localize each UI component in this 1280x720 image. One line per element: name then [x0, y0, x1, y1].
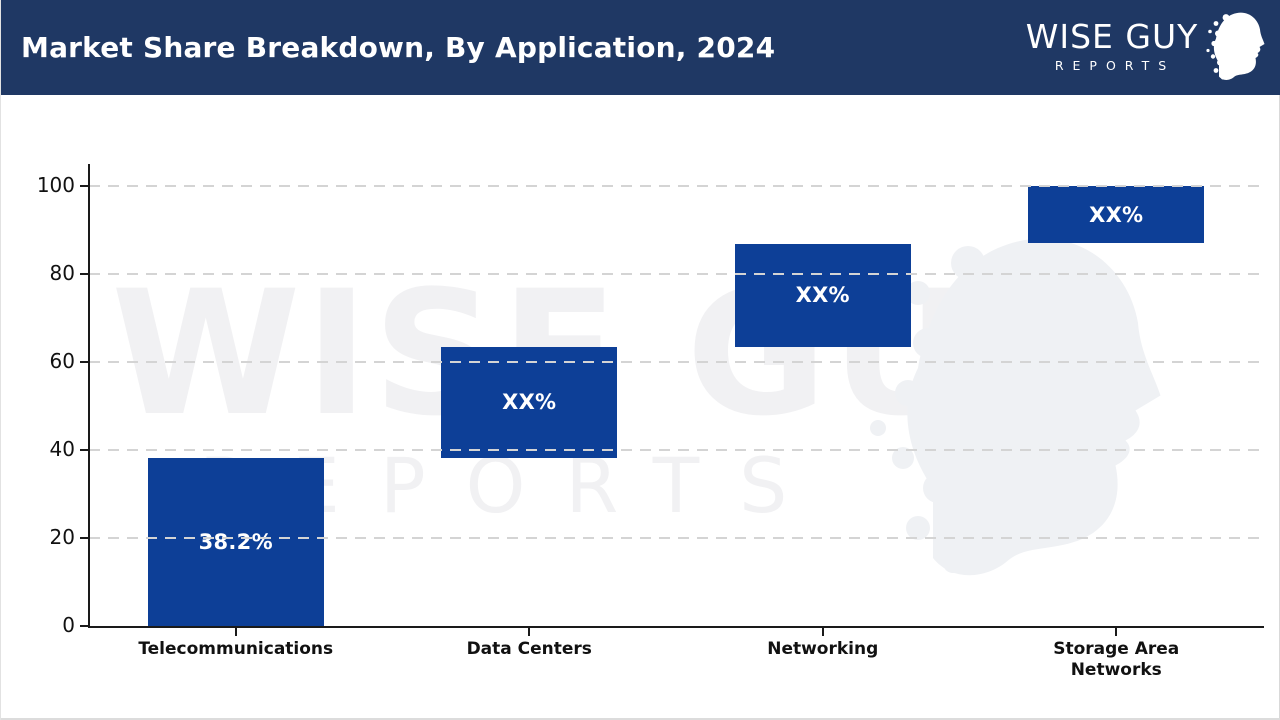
gridline-80 — [89, 273, 1263, 275]
brand-logo-text: WISE GUY REPORTS — [1017, 17, 1207, 73]
x-tick-mark — [821, 628, 824, 636]
x-tick-mark — [1115, 628, 1118, 636]
bar-value-label: XX% — [795, 283, 850, 308]
dotted-head-profile-icon — [1206, 12, 1265, 80]
brand-logo: WISE GUY REPORTS — [1017, 8, 1267, 88]
y-tick-mark-60 — [80, 361, 88, 363]
x-axis-category-label: Storage Area Networks — [1053, 639, 1180, 681]
x-axis-category-label: Telecommunications — [138, 639, 334, 659]
bar-networking: XX% — [734, 244, 911, 347]
x-axis-line — [88, 626, 1264, 628]
y-tick-label: 100 — [36, 173, 75, 197]
y-tick-mark-0 — [80, 625, 88, 627]
x-tick-mark — [234, 628, 237, 636]
page-title: Market Share Breakdown, By Application, … — [21, 31, 776, 64]
x-axis-category-label: Data Centers — [466, 639, 592, 659]
gridline-40 — [89, 449, 1263, 451]
bar-data-centers: XX% — [441, 346, 618, 458]
y-tick-mark-80 — [80, 273, 88, 275]
y-tick-label: 40 — [49, 437, 75, 461]
gridline-100 — [89, 185, 1263, 187]
gridline-60 — [89, 361, 1263, 363]
y-tick-mark-40 — [80, 449, 88, 451]
y-tick-label: 60 — [49, 349, 75, 373]
y-tick-label: 80 — [49, 261, 75, 285]
bar-value-label: 38.2% — [198, 529, 273, 554]
gridline-20 — [89, 537, 1263, 539]
y-tick-mark-20 — [80, 537, 88, 539]
x-axis-category-label: Networking — [767, 639, 879, 659]
y-axis-line — [88, 164, 90, 628]
y-tick-label: 0 — [62, 613, 75, 637]
bar-value-label: XX% — [502, 390, 557, 415]
brand-name: WISE GUY — [1025, 17, 1199, 56]
x-tick-mark — [528, 628, 531, 636]
dotted-head-profile-watermark-icon — [870, 238, 1161, 576]
header-bar: Market Share Breakdown, By Application, … — [1, 0, 1280, 95]
y-tick-mark-100 — [80, 185, 88, 187]
y-tick-label: 20 — [49, 525, 75, 549]
bar-telecommunications: 38.2% — [147, 457, 324, 626]
bar-value-label: XX% — [1089, 202, 1144, 227]
bottom-border-line — [1, 718, 1280, 720]
bar-storage-area-networks: XX% — [1028, 186, 1205, 244]
brand-subtitle: REPORTS — [1054, 57, 1176, 73]
